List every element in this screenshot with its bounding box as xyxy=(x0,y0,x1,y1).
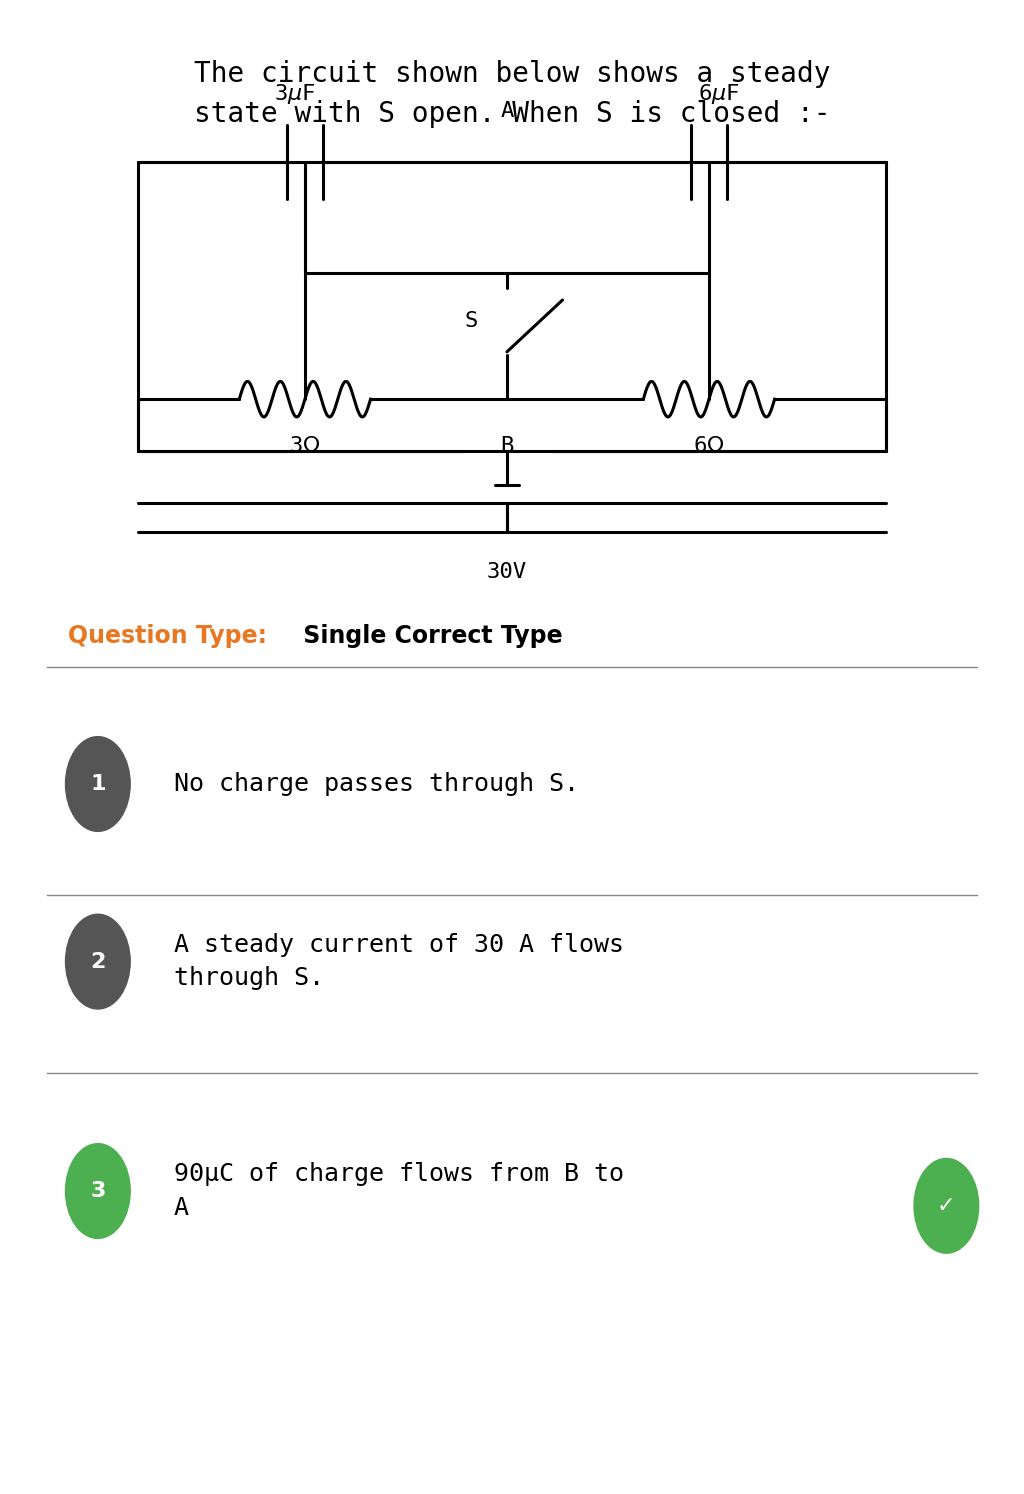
Text: 1: 1 xyxy=(90,774,105,793)
Text: 30V: 30V xyxy=(486,562,527,583)
Text: B: B xyxy=(501,436,514,456)
Text: 6$\Omega$: 6$\Omega$ xyxy=(693,436,725,456)
Text: ✓: ✓ xyxy=(937,1195,955,1216)
Text: 6$\mu$F: 6$\mu$F xyxy=(698,82,740,106)
Text: 3: 3 xyxy=(90,1182,105,1201)
Text: Single Correct Type: Single Correct Type xyxy=(295,624,562,648)
Text: A: A xyxy=(501,102,514,121)
Text: 2: 2 xyxy=(90,952,105,971)
Text: 3$\mu$F: 3$\mu$F xyxy=(274,82,315,106)
Text: 3$\Omega$: 3$\Omega$ xyxy=(289,436,321,456)
Circle shape xyxy=(66,737,130,831)
Text: A steady current of 30 A flows
through S.: A steady current of 30 A flows through S… xyxy=(174,932,624,991)
Text: 90μC of charge flows from B to
A: 90μC of charge flows from B to A xyxy=(174,1162,624,1219)
Text: No charge passes through S.: No charge passes through S. xyxy=(174,772,579,796)
Circle shape xyxy=(914,1158,979,1253)
Circle shape xyxy=(66,1144,130,1239)
Text: The circuit shown below shows a steady: The circuit shown below shows a steady xyxy=(194,60,830,88)
Circle shape xyxy=(66,914,130,1008)
Text: Question Type:: Question Type: xyxy=(68,624,266,648)
Text: S: S xyxy=(465,311,478,332)
Text: state with S open. When S is closed :-: state with S open. When S is closed :- xyxy=(194,100,830,127)
